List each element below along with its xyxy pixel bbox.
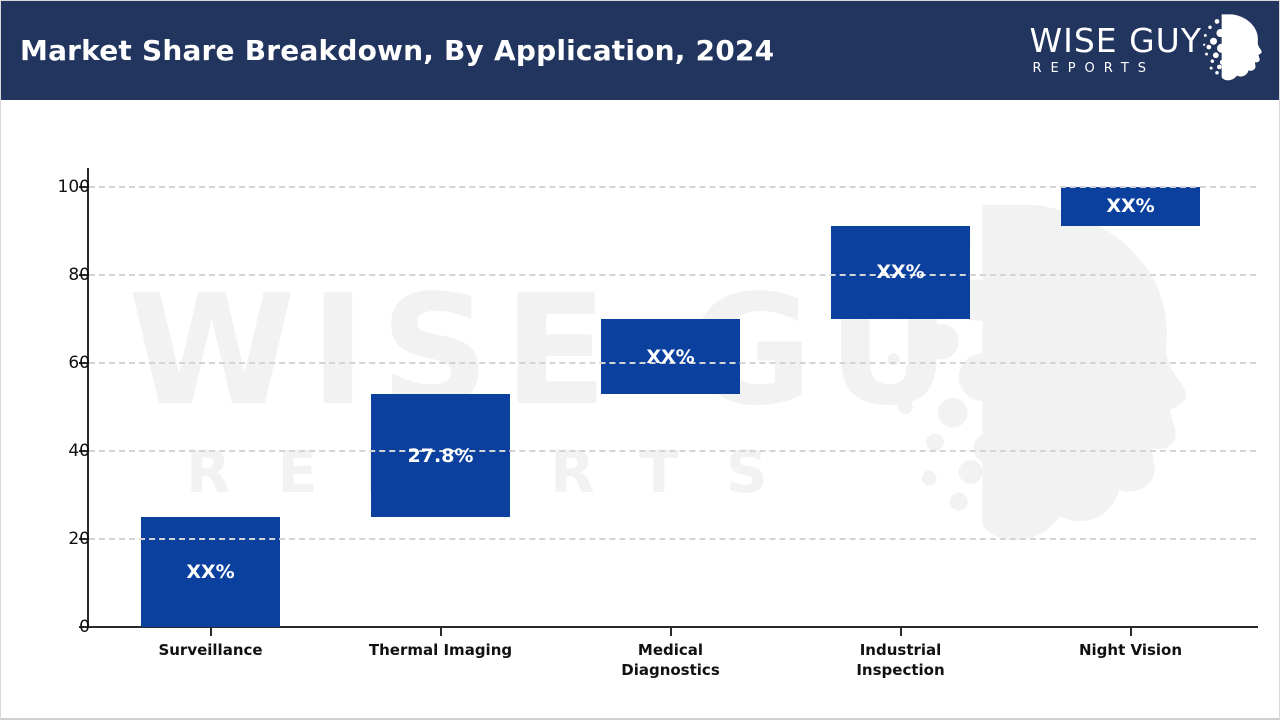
y-axis-tick — [79, 361, 87, 364]
bar-industrial-inspection — [831, 226, 970, 319]
brand-logo: WISE GUY REPORTS — [1029, 7, 1266, 93]
bar-value-label: XX% — [1106, 195, 1155, 218]
brand-subname: REPORTS — [1032, 61, 1156, 76]
gridline-40 — [89, 449, 1256, 452]
x-axis-tick — [1129, 628, 1132, 636]
gridline-80 — [89, 273, 1256, 276]
x-axis-tick — [209, 628, 212, 636]
x-axis-tick — [669, 628, 672, 636]
page-title: Market Share Breakdown, By Application, … — [20, 33, 775, 67]
y-axis-tick — [79, 449, 87, 452]
bar-surveillance — [141, 516, 280, 627]
y-axis-tick-label: 80 — [68, 264, 90, 285]
y-axis-tick — [79, 537, 87, 540]
bar-medical-diagnostics — [601, 318, 740, 395]
x-axis-category-label: Night Vision — [1078, 641, 1183, 659]
bar-value-label: XX% — [646, 345, 695, 368]
y-axis-tick-label: 20 — [68, 528, 90, 549]
gridline-60 — [89, 361, 1256, 364]
y-axis-tick-label: 100 — [57, 176, 90, 197]
brand-face-icon — [1203, 14, 1262, 81]
x-axis-category-label: Medical Diagnostics — [621, 641, 720, 679]
y-axis-tick-label: 0 — [79, 617, 90, 637]
y-axis-tick — [79, 273, 87, 276]
header-bar: Market Share Breakdown, By Application, … — [0, 0, 1280, 100]
x-axis-category-label: Industrial Inspection — [856, 641, 945, 679]
bar-value-label: XX% — [186, 560, 235, 583]
bar-value-label: XX% — [876, 261, 925, 284]
bar-thermal-imaging — [371, 394, 510, 517]
x-axis-category-label: Thermal Imaging — [368, 641, 513, 659]
bar-night-vision — [1061, 186, 1200, 227]
x-axis-tick — [899, 628, 902, 636]
gridline-20 — [89, 537, 1256, 540]
brand-name: WISE GUY — [1029, 21, 1202, 60]
x-axis-category-label: Surveillance — [158, 641, 263, 659]
gridline-100 — [89, 185, 1256, 188]
x-axis-spine — [87, 626, 1258, 628]
y-axis-tick — [79, 185, 87, 188]
bar-value-label: 27.8% — [407, 444, 474, 467]
y-axis-tick-label: 60 — [68, 352, 90, 373]
brand-logo-text: WISE GUY REPORTS — [1029, 24, 1202, 76]
y-axis-tick-label: 40 — [68, 440, 90, 461]
y-axis-tick — [79, 626, 87, 628]
y-axis-spine — [87, 168, 89, 627]
x-axis-tick — [439, 628, 442, 636]
